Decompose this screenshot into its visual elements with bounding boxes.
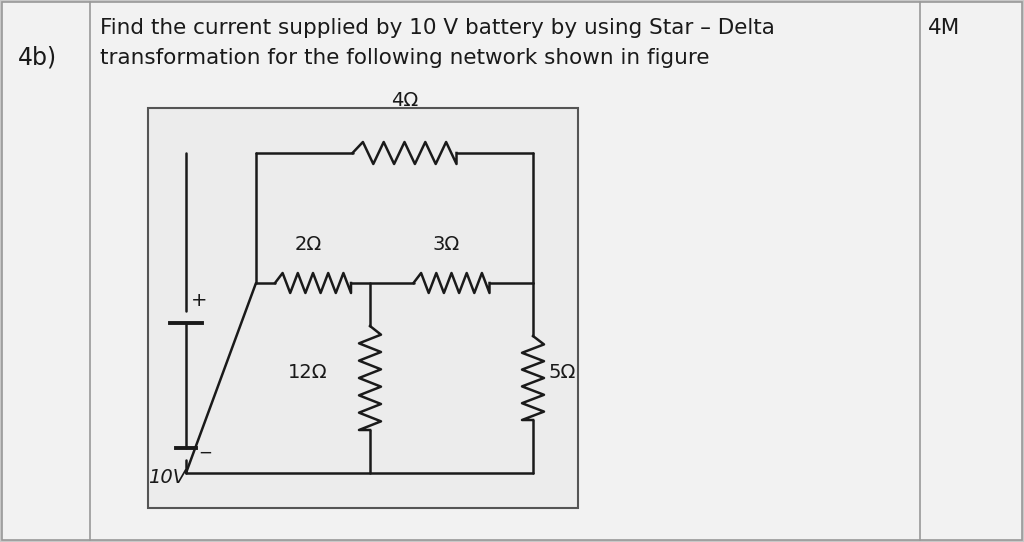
Text: 2Ω: 2Ω xyxy=(294,235,322,254)
Text: 12Ω: 12Ω xyxy=(289,364,328,383)
Text: Find the current supplied by 10 V battery by using Star – Delta
transformation f: Find the current supplied by 10 V batter… xyxy=(100,18,775,68)
Text: 4M: 4M xyxy=(928,18,961,38)
Text: 5Ω: 5Ω xyxy=(549,364,577,383)
Text: 4b): 4b) xyxy=(18,45,57,69)
Text: 10V: 10V xyxy=(148,468,186,487)
Text: −: − xyxy=(198,444,212,462)
Text: 4Ω: 4Ω xyxy=(391,91,418,110)
Text: 3Ω: 3Ω xyxy=(433,235,460,254)
Bar xyxy=(148,108,578,508)
Text: +: + xyxy=(191,292,208,311)
